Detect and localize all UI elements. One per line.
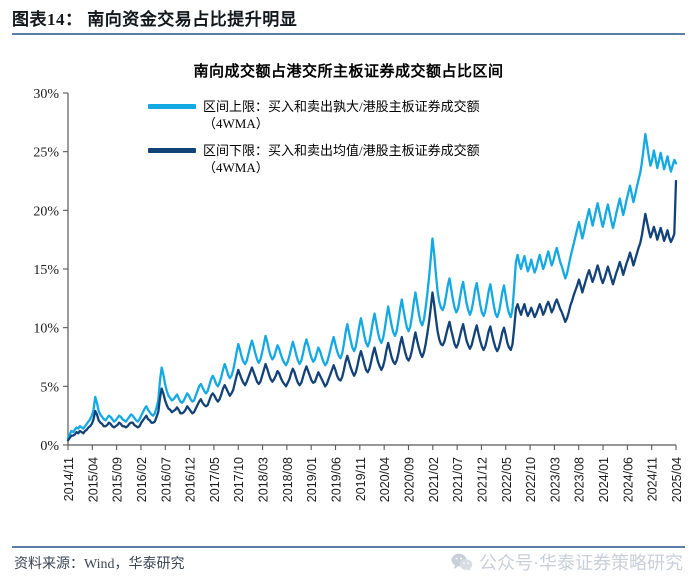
x-tick-label: 2016/12 (184, 457, 198, 502)
y-tick-label: 10% (33, 322, 59, 337)
wechat-icon (451, 553, 473, 571)
plot-svg: 0% 5% 10% 15% 20% 25% 30% 2014/11 2015/04 2015/0… (33, 87, 684, 502)
x-tick-label: 2020/09 (402, 457, 416, 502)
x-tick-label: 2024/06 (621, 457, 635, 502)
legend-label-lower: 区间下限：买入和卖出均值/港股主板证券成交额（4WMA） (203, 143, 480, 175)
x-tick-label: 2015/09 (111, 457, 125, 502)
x-tick-label: 2024/01 (597, 457, 611, 502)
y-tick-label: 0% (40, 439, 59, 454)
x-tick-label: 2023/03 (548, 457, 562, 502)
source-note: 资料来源：Wind，华泰研究 (14, 557, 185, 572)
x-tick-label: 2021/07 (451, 457, 465, 502)
data-series-group (66, 132, 678, 442)
x-tick-label: 2018/03 (257, 457, 271, 502)
watermark: 公众号·华泰证券策略研究 (451, 549, 683, 575)
chart-container: 南向成交额占港交所主板证券成交额占比区间 区间上限：买入和卖出孰大/港股主板证券… (0, 40, 697, 540)
x-tick-label: 2021/02 (427, 457, 441, 502)
x-tick-label: 2025/04 (670, 457, 684, 502)
x-tick-label: 2019/11 (354, 457, 368, 501)
x-tick-label: 2015/04 (86, 457, 100, 502)
y-tick-label: 5% (40, 380, 59, 395)
x-tick-label: 2019/06 (330, 457, 344, 502)
x-tick-label: 2022/05 (500, 457, 514, 502)
header-divider (12, 33, 685, 35)
page-title: 图表14： 南向资金交易占比提升明显 (12, 9, 298, 29)
watermark-text: 公众号·华泰证券策略研究 (479, 553, 683, 573)
series-line-lower (66, 179, 678, 442)
y-tick-label: 20% (33, 204, 59, 219)
x-tick-label: 2016/02 (135, 457, 149, 502)
x-tick-label: 2020/04 (378, 457, 392, 502)
x-tick-label: 2021/12 (475, 457, 489, 502)
x-tick-label: 2023/08 (573, 457, 587, 502)
x-tick-label: 2016/07 (159, 457, 173, 502)
legend-item-lower: 区间下限：买入和卖出均值/港股主板证券成交额（4WMA） (148, 142, 568, 176)
y-tick-label: 30% (33, 87, 59, 102)
x-tick-label: 2017/05 (208, 457, 222, 502)
chart-title: 南向成交额占港交所主板证券成交额占比区间 (193, 64, 504, 80)
legend-label-upper: 区间上限：买入和卖出孰大/港股主板证券成交额（4WMA） (203, 99, 480, 131)
footer-divider (12, 546, 685, 548)
chart-legend: 区间上限：买入和卖出孰大/港股主板证券成交额（4WMA） 区间下限：买入和卖出均… (148, 98, 568, 186)
y-tick-label: 15% (33, 263, 59, 278)
y-tick-label: 25% (33, 146, 59, 161)
x-tick-label: 2019/01 (305, 457, 319, 502)
x-tick-label: 2014/11 (62, 457, 76, 501)
y-axis: 0% 5% 10% 15% 20% 25% 30% (33, 87, 69, 454)
legend-item-upper: 区间上限：买入和卖出孰大/港股主板证券成交额（4WMA） (148, 98, 568, 132)
legend-swatch-lower (148, 148, 196, 153)
x-tick-label: 2024/11 (646, 457, 660, 501)
x-axis: 2014/11 2015/04 2015/09 2016/02 2016/07 2016/… (62, 444, 684, 502)
x-tick-label: 2022/10 (524, 457, 538, 502)
legend-swatch-upper (148, 104, 196, 109)
figure-header: 图表14： 南向资金交易占比提升明显 (0, 0, 697, 34)
x-tick-label: 2018/08 (281, 457, 295, 502)
x-tick-label: 2017/10 (232, 457, 246, 502)
series-line-upper (66, 132, 678, 440)
